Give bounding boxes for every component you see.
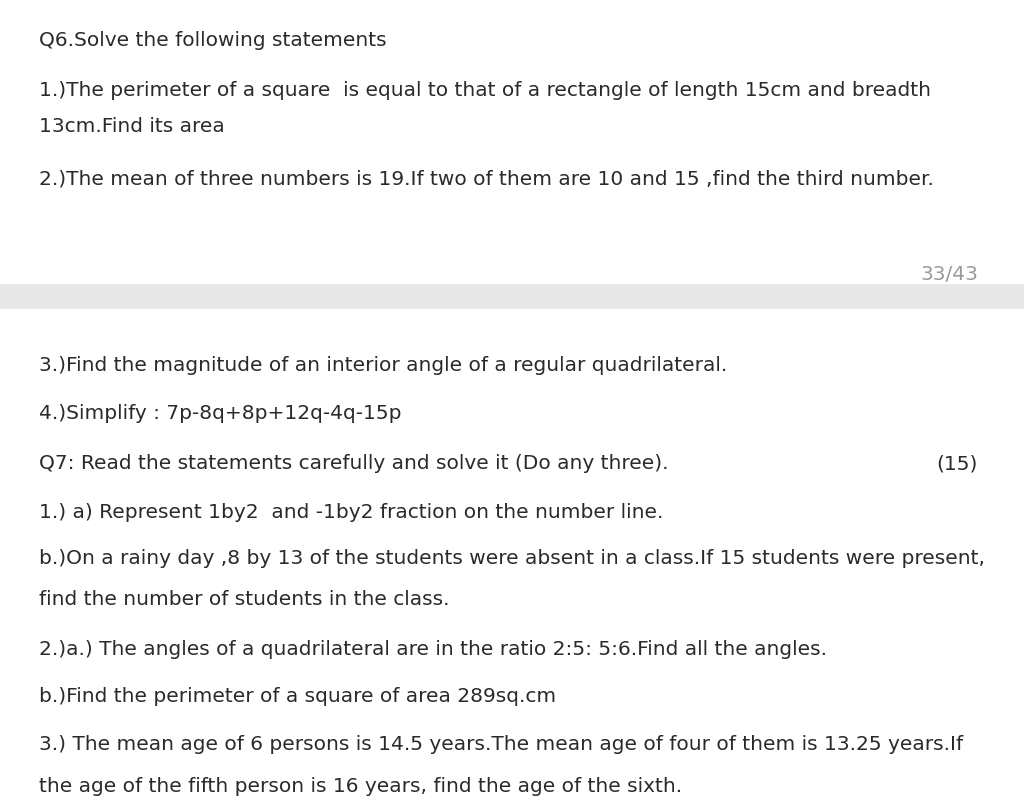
Text: 2.)The mean of three numbers is 19.If two of them are 10 and 15 ,find the third : 2.)The mean of three numbers is 19.If tw…	[39, 170, 934, 189]
Text: b.)On a rainy day ,8 by 13 of the students were absent in a class.If 15 students: b.)On a rainy day ,8 by 13 of the studen…	[39, 549, 985, 569]
Text: b.)Find the perimeter of a square of area 289sq.cm: b.)Find the perimeter of a square of are…	[39, 687, 556, 706]
Text: Q7: Read the statements carefully and solve it (Do any three).: Q7: Read the statements carefully and so…	[39, 454, 669, 473]
Bar	[0, 309, 1024, 808]
Text: 1.)The perimeter of a square  is equal to that of a rectangle of length 15cm and: 1.)The perimeter of a square is equal to…	[39, 81, 931, 100]
Text: 13cm.Find its area: 13cm.Find its area	[39, 117, 224, 137]
Text: 3.) The mean age of 6 persons is 14.5 years.The mean age of four of them is 13.2: 3.) The mean age of 6 persons is 14.5 ye…	[39, 735, 963, 755]
Text: Q6.Solve the following statements: Q6.Solve the following statements	[39, 31, 386, 50]
Text: 4.)Simplify : 7p-8q+8p+12q-4q-15p: 4.)Simplify : 7p-8q+8p+12q-4q-15p	[39, 404, 401, 423]
Text: find the number of students in the class.: find the number of students in the class…	[39, 590, 450, 609]
Bar	[0, 0, 1024, 284]
Text: 1.) a) Represent 1by2  and -1by2 fraction on the number line.: 1.) a) Represent 1by2 and -1by2 fraction…	[39, 503, 664, 522]
Text: 3.)Find the magnitude of an interior angle of a regular quadrilateral.: 3.)Find the magnitude of an interior ang…	[39, 356, 727, 375]
Text: 33/43: 33/43	[920, 265, 978, 284]
Text: the age of the fifth person is 16 years, find the age of the sixth.: the age of the fifth person is 16 years,…	[39, 777, 682, 797]
Text: (15): (15)	[937, 454, 978, 473]
Bar	[0, 284, 1024, 309]
Text: 2.)a.) The angles of a quadrilateral are in the ratio 2:5: 5:6.Find all the angl: 2.)a.) The angles of a quadrilateral are…	[39, 640, 827, 659]
